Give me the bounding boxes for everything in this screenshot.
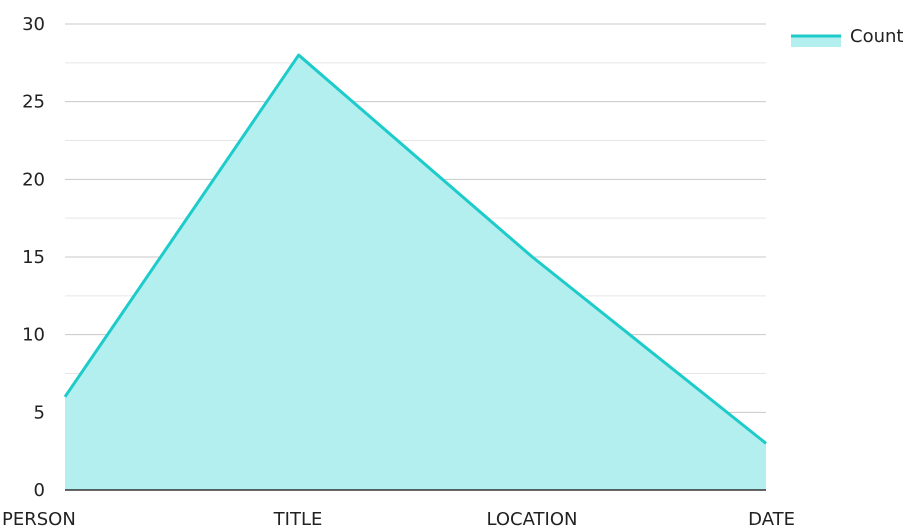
y-tick-label: 30 [22,14,45,35]
x-tick-label: TITLE [273,509,323,530]
series-line-count [63,53,767,445]
y-tick-label: 10 [22,325,45,346]
x-tick-label: DATE [748,509,795,530]
y-axis-tick-labels: 0 5 10 15 20 25 30 [22,14,45,501]
y-tick-label: 5 [34,402,45,423]
legend: Count [791,26,903,47]
y-tick-label: 15 [22,247,45,268]
x-tick-label: LOCATION [487,509,578,530]
legend-swatch-count [791,37,841,47]
y-tick-label: 0 [34,480,45,501]
x-tick-label: PERSON [2,509,76,530]
y-tick-label: 25 [22,92,45,113]
y-tick-label: 20 [22,169,45,190]
legend-label-count: Count [850,26,903,47]
x-axis-tick-labels: PERSON TITLE LOCATION DATE [2,509,795,530]
area-fill-count [65,55,766,491]
